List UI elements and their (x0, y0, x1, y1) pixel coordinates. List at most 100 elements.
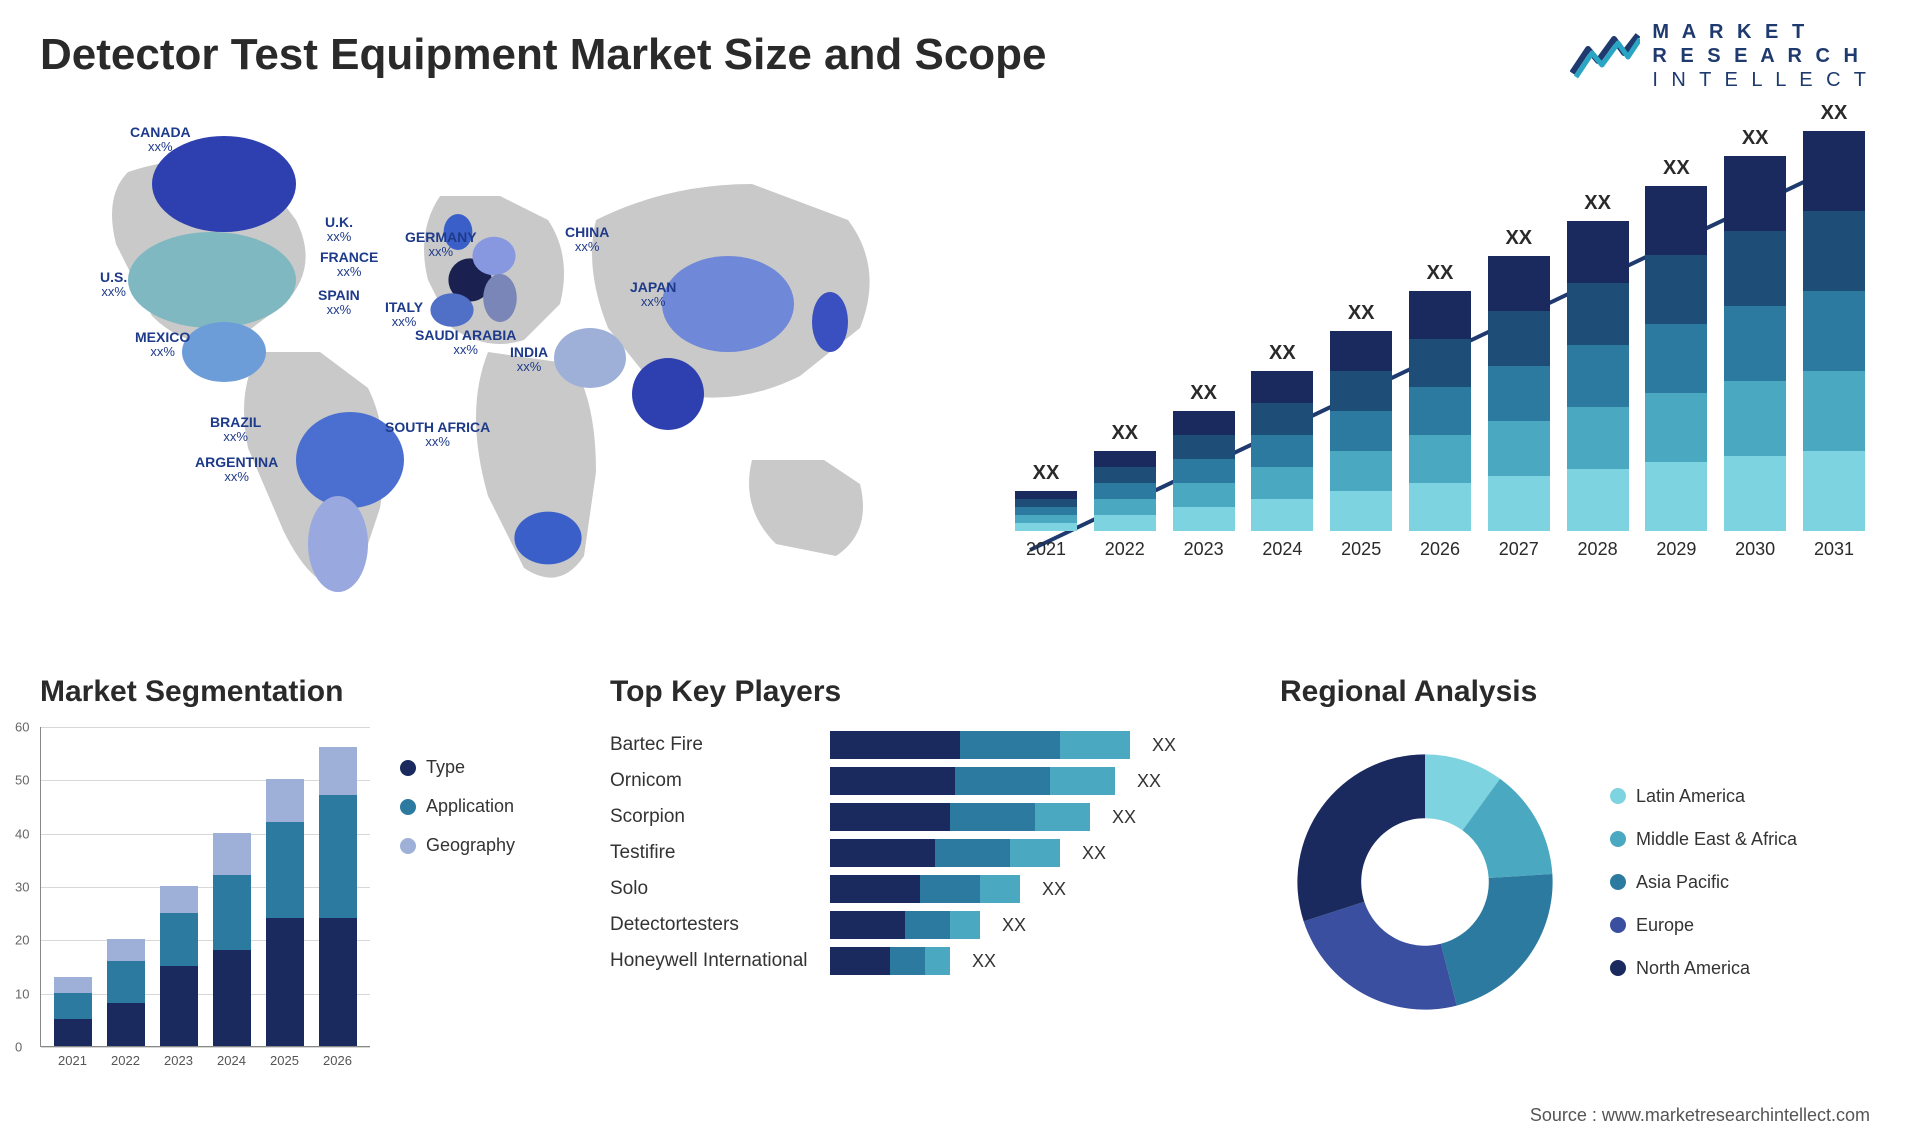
growth-bar-2023: XX 2023 (1173, 382, 1235, 560)
seg-y-tick: 40 (15, 826, 29, 841)
player-value: XX (1042, 879, 1066, 900)
seg-y-tick: 20 (15, 933, 29, 948)
seg-legend-item: Geography (400, 835, 515, 856)
seg-x-label: 2023 (164, 1053, 193, 1068)
regional-legend-item: Latin America (1610, 786, 1797, 807)
seg-bar-2024 (213, 833, 251, 1046)
seg-bar-2025 (266, 779, 304, 1046)
growth-value-label: XX (1821, 102, 1848, 125)
seg-x-label: 2025 (270, 1053, 299, 1068)
seg-bar-2021 (54, 977, 92, 1046)
seg-legend-item: Type (400, 757, 515, 778)
growth-year-label: 2023 (1184, 539, 1224, 560)
donut-slice (1304, 902, 1457, 1010)
growth-value-label: XX (1663, 157, 1690, 180)
segmentation-chart: 0102030405060 (40, 727, 370, 1047)
country-label-u-k-: U.K.xx% (325, 215, 353, 245)
logo-icon (1570, 31, 1640, 81)
growth-year-label: 2024 (1262, 539, 1302, 560)
player-bar (830, 839, 1060, 867)
country-label-u-s-: U.S.xx% (100, 270, 127, 300)
player-row: Solo XX (610, 875, 1250, 903)
player-value: XX (1002, 915, 1026, 936)
seg-y-tick: 10 (15, 986, 29, 1001)
segmentation-legend: TypeApplicationGeography (400, 727, 515, 1068)
seg-y-tick: 50 (15, 773, 29, 788)
player-bar (830, 947, 950, 975)
growth-value-label: XX (1111, 422, 1138, 445)
player-row: Testifire XX (610, 839, 1250, 867)
regional-legend-item: Europe (1610, 915, 1797, 936)
country-label-japan: JAPANxx% (630, 280, 676, 310)
growth-value-label: XX (1427, 262, 1454, 285)
player-value: XX (1152, 735, 1176, 756)
player-name: Honeywell International (610, 950, 820, 972)
donut-slice (1441, 874, 1553, 1006)
segmentation-section: Market Segmentation 0102030405060 2021 20… (40, 675, 580, 1095)
country-label-china: CHINAxx% (565, 225, 609, 255)
map-svg (40, 100, 960, 640)
country-label-saudi-arabia: SAUDI ARABIAxx% (415, 328, 516, 358)
seg-bar-2023 (160, 886, 198, 1046)
seg-x-label: 2022 (111, 1053, 140, 1068)
player-value: XX (1082, 843, 1106, 864)
seg-bar-2026 (319, 747, 357, 1046)
country-label-mexico: MEXICOxx% (135, 330, 190, 360)
player-bar (830, 803, 1090, 831)
growth-chart: XX2021XX2022XX2023XX2024XX2025XX2026XX20… (1000, 100, 1880, 640)
player-bar (830, 767, 1115, 795)
country-label-germany: GERMANYxx% (405, 230, 477, 260)
brand-logo: M A R K E T R E S E A R C H I N T E L L … (1570, 20, 1870, 92)
donut-slice (1297, 754, 1425, 921)
growth-value-label: XX (1190, 382, 1217, 405)
growth-value-label: XX (1348, 302, 1375, 325)
regional-legend: Latin America Middle East & Africa Asia Pa… (1610, 786, 1797, 979)
seg-y-tick: 60 (15, 720, 29, 735)
growth-bar-2026: XX 2026 (1409, 262, 1471, 560)
player-row: ScorpionXX (610, 803, 1250, 831)
regional-legend-item: Middle East & Africa (1610, 829, 1797, 850)
country-label-italy: ITALYxx% (385, 300, 423, 330)
growth-year-label: 2029 (1656, 539, 1696, 560)
growth-bar-2025: XX2025 (1330, 302, 1392, 560)
player-row: Ornicom XX (610, 767, 1250, 795)
growth-value-label: XX (1584, 192, 1611, 215)
world-map: CANADAxx%U.S.xx%MEXICOxx%BRAZILxx%ARGENT… (40, 100, 960, 640)
growth-value-label: XX (1269, 342, 1296, 365)
growth-year-label: 2030 (1735, 539, 1775, 560)
growth-year-label: 2028 (1578, 539, 1618, 560)
player-name: Testifire (610, 842, 820, 864)
segmentation-title: Market Segmentation (40, 675, 580, 709)
player-bar (830, 731, 1130, 759)
player-bar (830, 911, 980, 939)
players-title: Top Key Players (610, 675, 1250, 709)
country-label-canada: CANADAxx% (130, 125, 191, 155)
player-name: Detectortesters (610, 914, 820, 936)
growth-bar-2021: XX2021 (1015, 462, 1077, 560)
growth-bar-2027: XX2027 (1488, 227, 1550, 560)
growth-bar-2024: XX 2024 (1251, 342, 1313, 560)
growth-value-label: XX (1505, 227, 1532, 250)
player-bar (830, 875, 1020, 903)
country-label-india: INDIAxx% (510, 345, 548, 375)
seg-x-label: 2021 (58, 1053, 87, 1068)
seg-x-label: 2024 (217, 1053, 246, 1068)
player-value: XX (1112, 807, 1136, 828)
growth-year-label: 2026 (1420, 539, 1460, 560)
regional-legend-item: Asia Pacific (1610, 872, 1797, 893)
regional-donut (1280, 737, 1570, 1027)
player-name: Ornicom (610, 770, 820, 792)
country-label-spain: SPAINxx% (318, 288, 360, 318)
logo-text: M A R K E T R E S E A R C H I N T E L L … (1652, 20, 1870, 92)
player-value: XX (1137, 771, 1161, 792)
seg-y-tick: 0 (15, 1040, 22, 1055)
player-name: Solo (610, 878, 820, 900)
growth-year-label: 2021 (1026, 539, 1066, 560)
regional-title: Regional Analysis (1280, 675, 1880, 709)
player-row: Honeywell InternationalXX (610, 947, 1250, 975)
seg-y-tick: 30 (15, 880, 29, 895)
seg-bar-2022 (107, 939, 145, 1046)
growth-year-label: 2022 (1105, 539, 1145, 560)
regional-legend-item: North America (1610, 958, 1797, 979)
growth-bar-2031: XX2031 (1803, 102, 1865, 560)
